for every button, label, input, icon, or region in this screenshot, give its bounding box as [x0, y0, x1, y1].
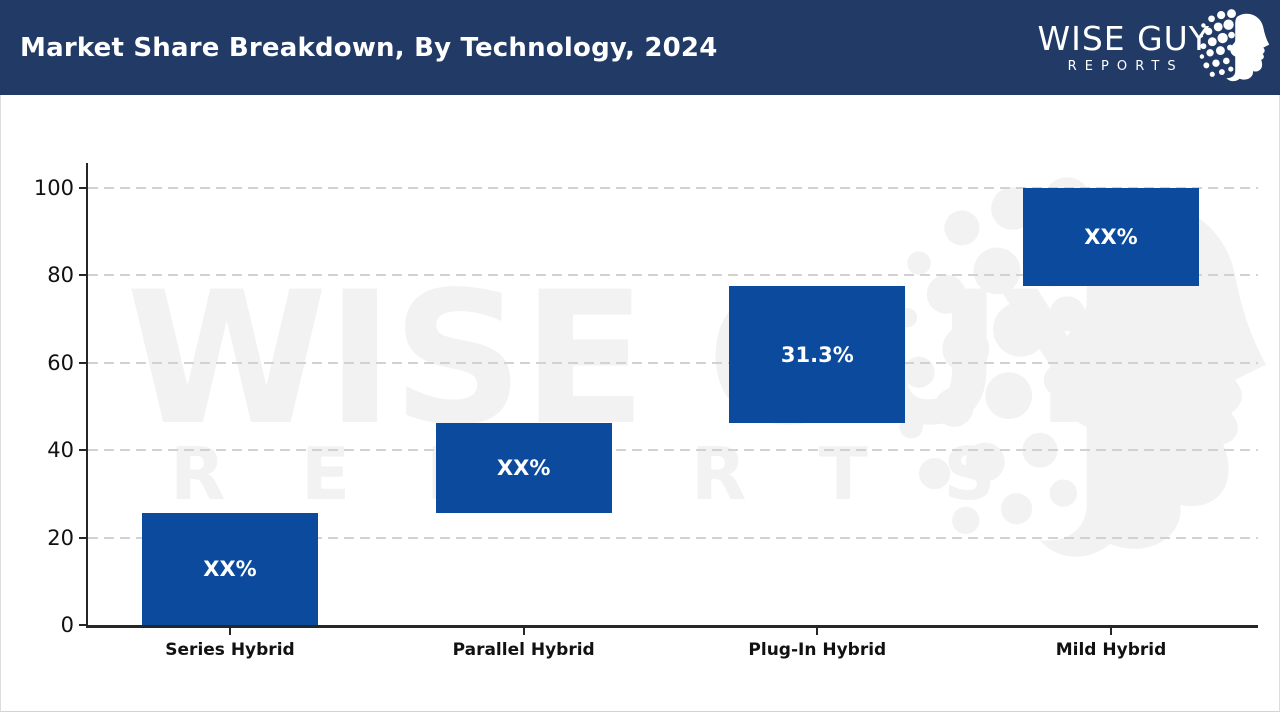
- y-tick-label: 60: [47, 350, 74, 375]
- x-category-label: Mild Hybrid: [1055, 640, 1167, 660]
- y-tick-mark: [79, 274, 86, 277]
- y-tick-label: 20: [47, 525, 74, 550]
- x-category-label: Plug-In Hybrid: [748, 640, 887, 660]
- x-category-label: Series Hybrid: [165, 640, 295, 660]
- y-tick-mark: [79, 536, 86, 539]
- header-bar: Market Share Breakdown, By Technology, 2…: [0, 0, 1280, 95]
- y-tick-mark: [79, 624, 86, 626]
- brand-face-icon: [1199, 8, 1270, 81]
- gridline-y60: [88, 361, 1258, 364]
- x-category-label: Parallel Hybrid: [452, 640, 595, 660]
- y-tick-mark: [79, 361, 86, 364]
- bar-segment: XX%: [1023, 188, 1199, 287]
- bar-value-label: XX%: [1084, 225, 1138, 250]
- gridline-y40: [88, 449, 1258, 452]
- y-tick-mark: [79, 187, 86, 189]
- y-tick-label: 0: [60, 613, 74, 637]
- x-tick-mark: [522, 628, 525, 635]
- y-tick-label: 80: [47, 263, 74, 288]
- bar-value-label: XX%: [496, 456, 551, 481]
- y-tick-label: 100: [33, 176, 74, 200]
- y-tick-mark: [79, 449, 86, 452]
- brand-wordmark-group: WISE GUY REPORTS: [1037, 22, 1210, 73]
- bar-segment: XX%: [435, 423, 612, 514]
- gridline-y100: [88, 187, 1258, 189]
- page-title: Market Share Breakdown, By Technology, 2…: [20, 32, 718, 63]
- brand-logo: WISE GUY REPORTS: [1037, 7, 1270, 89]
- y-axis-spine: [86, 163, 88, 628]
- gridline-y20: [88, 536, 1258, 539]
- bar-value-label: XX%: [203, 557, 257, 582]
- bar-segment: 31.3%: [729, 286, 906, 424]
- y-tick-label: 40: [47, 438, 74, 463]
- x-tick-mark: [229, 628, 231, 635]
- brand-wordmark: WISE GUY: [1037, 19, 1210, 58]
- x-tick-mark: [1110, 628, 1112, 635]
- bar-value-label: 31.3%: [780, 342, 854, 367]
- gridline-y80: [88, 274, 1258, 277]
- brand-subtext: REPORTS: [1067, 59, 1184, 74]
- bar-segment: XX%: [142, 513, 318, 625]
- x-tick-mark: [816, 628, 819, 635]
- x-axis-spine: [86, 625, 1258, 628]
